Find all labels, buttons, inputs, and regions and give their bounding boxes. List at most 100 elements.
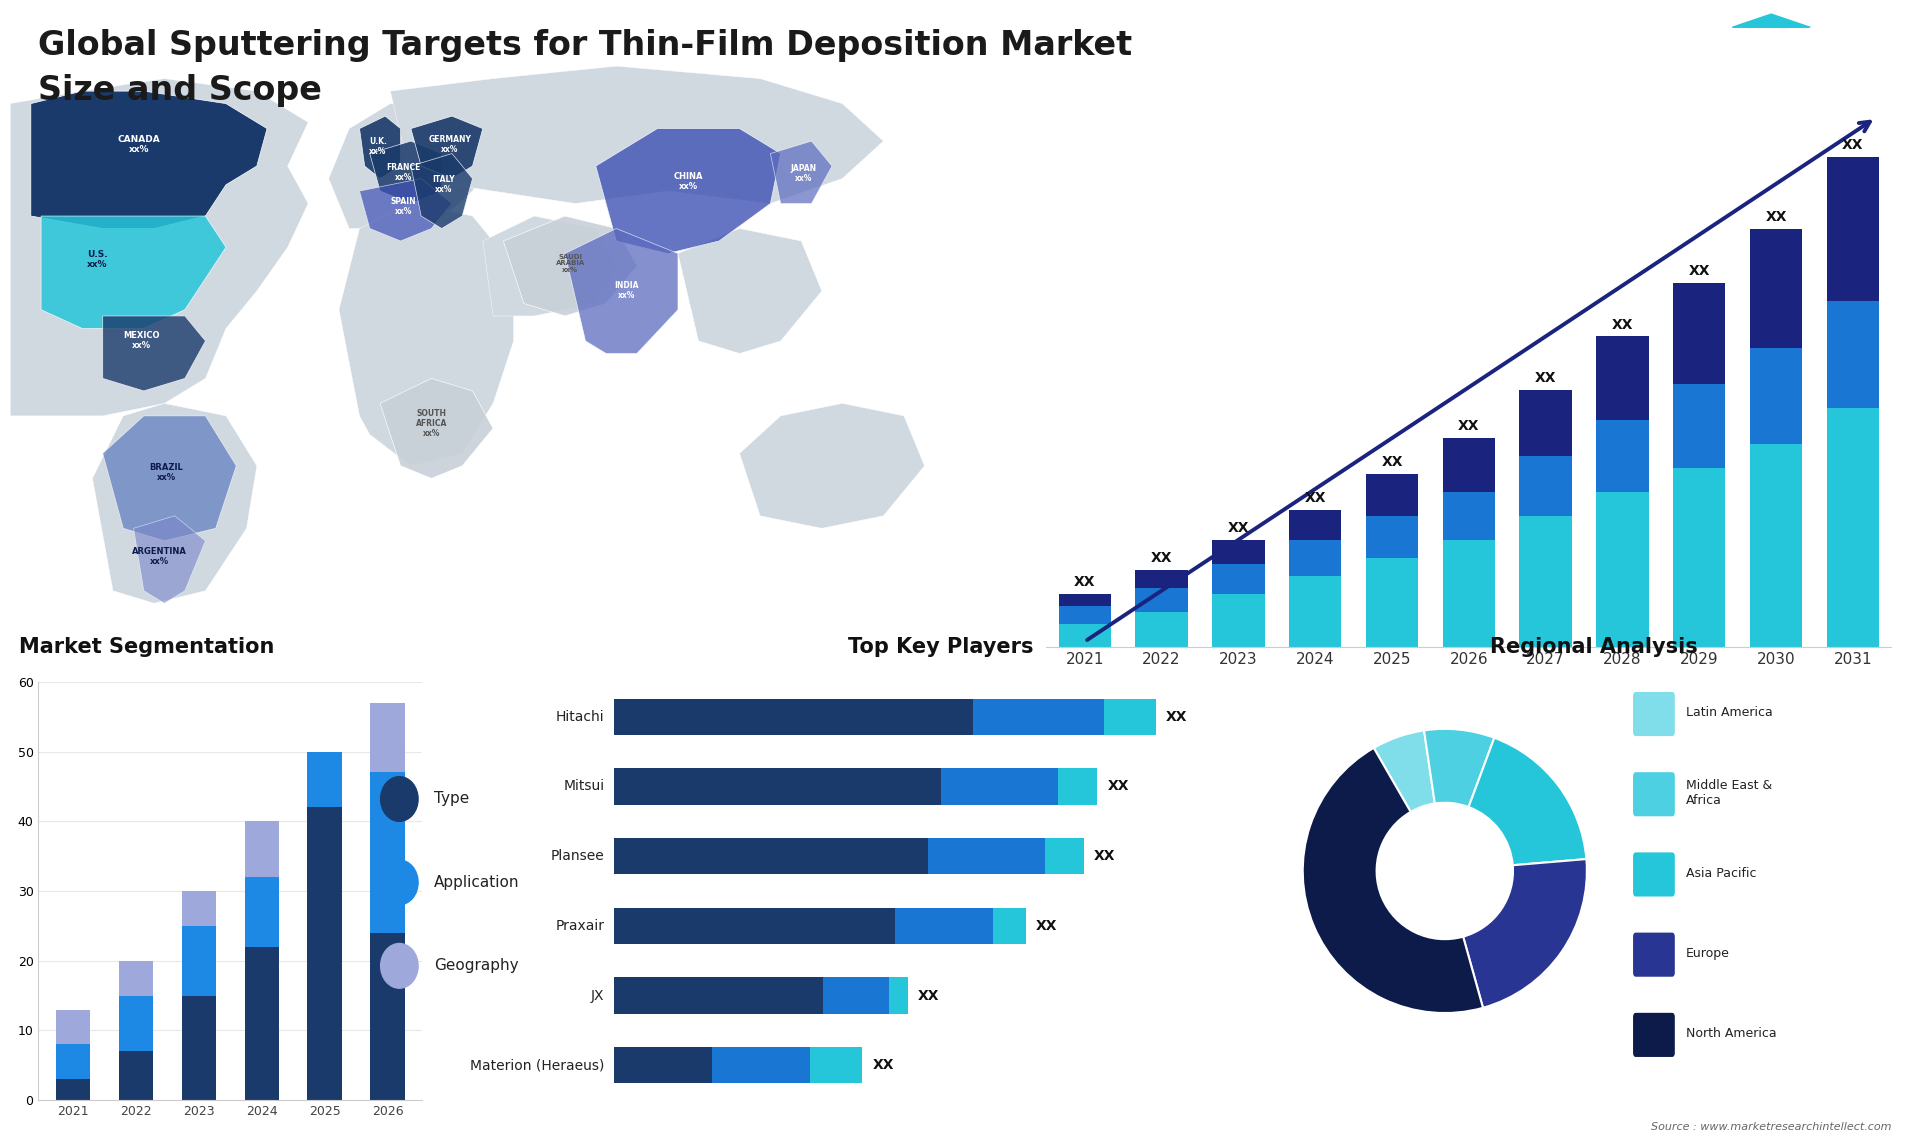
Bar	[1596, 492, 1649, 647]
Polygon shape	[380, 378, 493, 478]
Text: XX: XX	[1150, 551, 1173, 565]
Text: FRANCE
xx%: FRANCE xx%	[386, 163, 420, 182]
Bar	[56, 1010, 90, 1044]
FancyBboxPatch shape	[1634, 692, 1674, 736]
Wedge shape	[1425, 729, 1494, 807]
Wedge shape	[1469, 738, 1586, 865]
Bar	[1288, 575, 1342, 647]
Text: BRAZIL
xx%: BRAZIL xx%	[150, 463, 182, 481]
Text: Asia Pacific: Asia Pacific	[1686, 866, 1757, 880]
Bar	[1826, 157, 1880, 300]
Polygon shape	[411, 154, 472, 228]
Bar	[371, 772, 405, 933]
Text: XX: XX	[1165, 709, 1187, 724]
Bar	[810, 1047, 862, 1083]
Polygon shape	[92, 403, 257, 603]
Polygon shape	[10, 79, 307, 416]
Bar	[1135, 588, 1188, 612]
Bar	[1826, 300, 1880, 408]
Wedge shape	[1463, 860, 1586, 1007]
Bar	[1749, 348, 1803, 445]
Bar	[1519, 516, 1572, 647]
Bar	[895, 908, 993, 944]
Text: XX: XX	[1108, 779, 1129, 793]
Bar	[614, 699, 973, 735]
Text: XX: XX	[1764, 210, 1788, 223]
Text: SPAIN
xx%: SPAIN xx%	[392, 197, 417, 217]
Text: XX: XX	[1380, 455, 1404, 469]
Bar	[1672, 468, 1726, 647]
Polygon shape	[411, 116, 482, 179]
Text: Type: Type	[434, 792, 470, 807]
Bar	[614, 908, 895, 944]
Circle shape	[380, 943, 419, 988]
Text: XX: XX	[1094, 849, 1116, 863]
FancyBboxPatch shape	[1634, 1013, 1674, 1057]
Bar	[712, 1047, 810, 1083]
Text: XX: XX	[1611, 317, 1634, 331]
Bar	[614, 768, 941, 804]
Polygon shape	[359, 179, 451, 241]
Text: INTELLECT: INTELLECT	[1828, 79, 1891, 89]
Bar	[244, 822, 278, 877]
Text: Materion (Heraeus): Materion (Heraeus)	[470, 1058, 605, 1073]
Text: XX: XX	[1841, 139, 1864, 152]
Text: Middle East &
Africa: Middle East & Africa	[1686, 779, 1772, 807]
Text: Market Segmentation: Market Segmentation	[19, 637, 275, 658]
Text: XX: XX	[918, 989, 939, 1003]
Text: MARKET: MARKET	[1828, 39, 1878, 49]
Text: Mitsui: Mitsui	[563, 779, 605, 793]
Bar	[1442, 438, 1496, 492]
Text: SAUDI
ARABIA
xx%: SAUDI ARABIA xx%	[555, 253, 586, 273]
Polygon shape	[482, 215, 616, 316]
Bar	[1058, 605, 1112, 623]
Text: XX: XX	[1073, 575, 1096, 589]
FancyBboxPatch shape	[1634, 853, 1674, 896]
Bar	[1672, 384, 1726, 468]
Bar	[1058, 768, 1098, 804]
Wedge shape	[1304, 748, 1482, 1013]
Text: XX: XX	[1035, 919, 1056, 933]
Polygon shape	[328, 103, 493, 228]
Bar	[941, 768, 1058, 804]
Bar	[1058, 623, 1112, 647]
Polygon shape	[678, 228, 822, 353]
Text: XX: XX	[1227, 521, 1250, 535]
Bar	[1135, 570, 1188, 588]
Bar	[824, 978, 889, 1014]
Wedge shape	[1373, 730, 1434, 811]
Text: Application: Application	[434, 874, 520, 890]
Bar	[1212, 540, 1265, 564]
Bar	[307, 808, 342, 1100]
Text: GERMANY
xx%: GERMANY xx%	[428, 135, 470, 154]
Polygon shape	[359, 116, 401, 179]
FancyBboxPatch shape	[1634, 933, 1674, 976]
Bar	[1212, 564, 1265, 594]
Text: Regional Analysis: Regional Analysis	[1490, 637, 1697, 658]
Bar	[56, 1044, 90, 1080]
Bar	[889, 978, 908, 1014]
Bar	[1365, 558, 1419, 647]
Circle shape	[380, 860, 419, 905]
Bar	[927, 838, 1044, 874]
Text: JX: JX	[591, 989, 605, 1003]
Bar	[1442, 540, 1496, 647]
Polygon shape	[390, 66, 883, 204]
Bar	[1519, 456, 1572, 516]
Text: Source : www.marketresearchintellect.com: Source : www.marketresearchintellect.com	[1651, 1122, 1891, 1132]
Polygon shape	[371, 141, 442, 204]
Bar	[1596, 337, 1649, 421]
Text: MEXICO
xx%: MEXICO xx%	[123, 331, 159, 351]
Bar	[371, 933, 405, 1100]
Text: Global Sputtering Targets for Thin-Film Deposition Market: Global Sputtering Targets for Thin-Film …	[38, 29, 1133, 62]
Text: Europe: Europe	[1686, 947, 1730, 960]
Text: SOUTH
AFRICA
xx%: SOUTH AFRICA xx%	[417, 409, 447, 438]
Bar	[1672, 283, 1726, 384]
Bar	[1212, 594, 1265, 647]
Bar	[119, 960, 154, 996]
Bar	[182, 926, 217, 996]
Text: U.S.
xx%: U.S. xx%	[86, 250, 108, 269]
Bar	[119, 1051, 154, 1100]
Bar	[371, 702, 405, 772]
Bar	[56, 1080, 90, 1100]
